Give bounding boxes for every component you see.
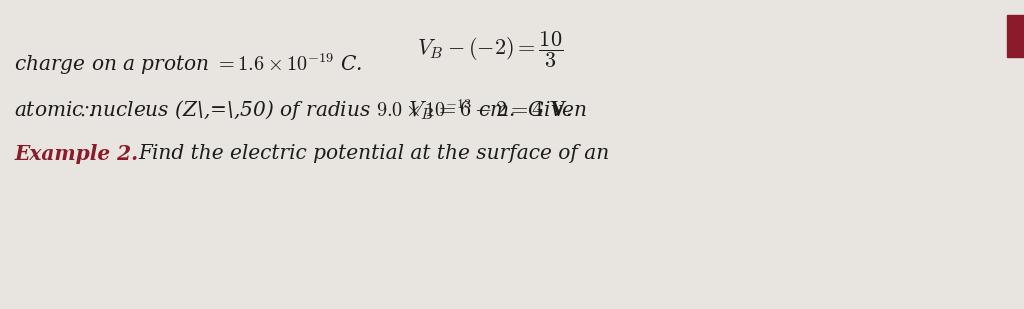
Text: $V_B-(-2)=\dfrac{10}{3}$: $V_B-(-2)=\dfrac{10}{3}$ [417, 29, 563, 70]
Bar [1007, 15, 1024, 57]
Text: Find the electric potential at the surface of an: Find the electric potential at the surfa… [138, 144, 609, 163]
Text: $\therefore$: $\therefore$ [77, 101, 93, 120]
Text: $V_B=6-2=\mathbf{4\ V}.$: $V_B=6-2=\mathbf{4\ V}.$ [408, 99, 572, 122]
Text: charge on a proton $=1.6\times10^{-19}$ C.: charge on a proton $=1.6\times10^{-19}$ … [14, 51, 362, 77]
Text: Example 2.: Example 2. [14, 144, 138, 164]
Text: atomic nucleus (Z\,=\,50) of radius $9.0\times10^{-13}$ cm.  Given: atomic nucleus (Z\,=\,50) of radius $9.0… [14, 97, 587, 122]
